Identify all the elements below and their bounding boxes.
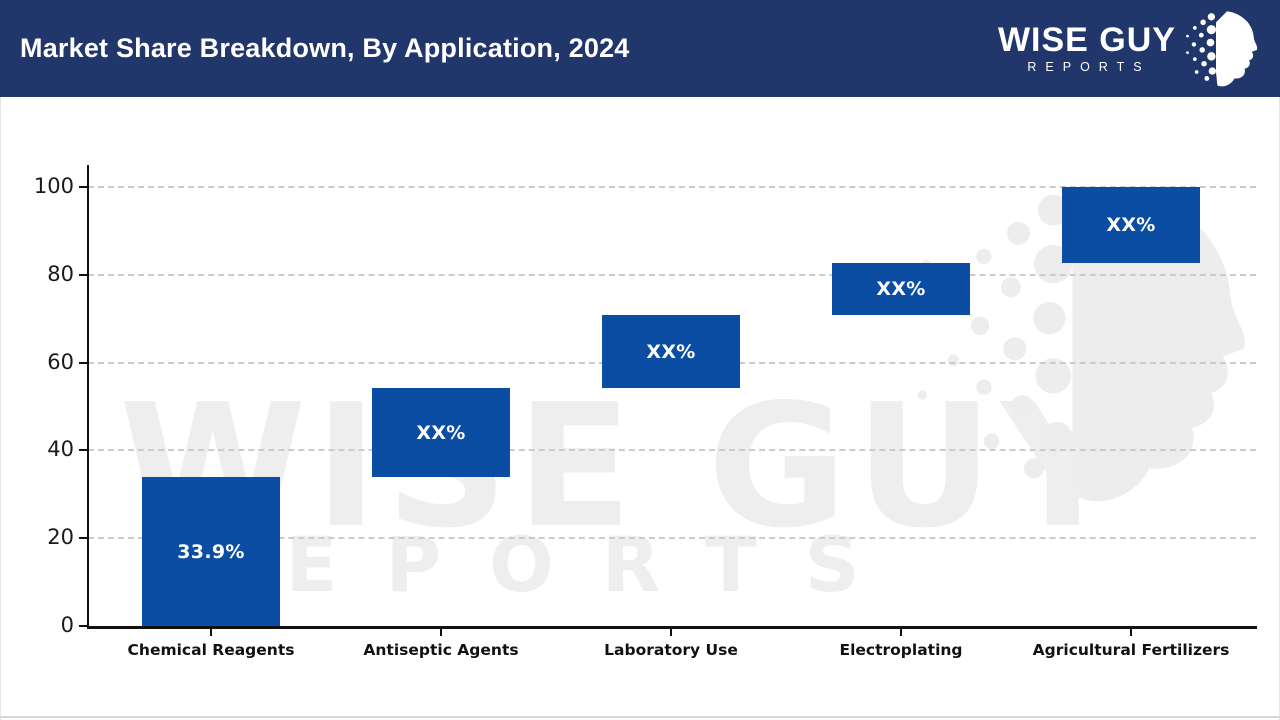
wiseguy-logo: WISE GUY REPORTS: [998, 7, 1262, 91]
x-category-label: Electroplating: [839, 641, 963, 659]
y-tick-label-80: 80: [47, 261, 74, 286]
bar-agricultural-fertilizers: XX%: [1062, 187, 1200, 263]
y-tick-80: [79, 273, 87, 276]
bar-value-label: XX%: [876, 278, 926, 301]
x-tick-chemical-reagents: [210, 629, 212, 636]
watermark-wordmark: WISE GUY: [119, 368, 1133, 566]
y-tick-20: [79, 537, 87, 540]
bottom-divider: [0, 716, 1280, 718]
x-tick-laboratory-use: [670, 629, 672, 636]
gridline-20: [88, 537, 1256, 540]
x-tick-antiseptic-agents: [440, 629, 442, 636]
y-tick-label-0: 0: [60, 613, 74, 637]
page-title: Market Share Breakdown, By Application, …: [20, 33, 630, 63]
y-tick-label-100: 100: [33, 174, 74, 198]
y-tick-label-20: 20: [47, 525, 74, 550]
bar-value-label: XX%: [646, 340, 696, 363]
watermark-face-icon: [917, 187, 1245, 502]
y-tick-label-60: 60: [47, 349, 74, 374]
x-category-label: Agricultural Fertilizers: [1032, 641, 1230, 659]
x-category-label: Chemical Reagents: [127, 641, 295, 659]
y-axis-line: [87, 165, 89, 629]
bar-value-label: 33.9%: [177, 540, 245, 563]
gridline-40: [88, 449, 1256, 452]
bar-laboratory-use: XX%: [602, 315, 740, 389]
logo-wordmark-line2: REPORTS: [1027, 60, 1151, 74]
bar-value-label: XX%: [1106, 213, 1156, 236]
y-tick-100: [79, 186, 87, 188]
bar-electroplating: XX%: [832, 262, 970, 316]
y-tick-0: [79, 625, 87, 627]
x-category-label: Antiseptic Agents: [363, 641, 519, 659]
y-tick-60: [79, 361, 87, 364]
x-tick-agricultural-fertilizers: [1130, 629, 1132, 636]
logo-face-icon: [1186, 10, 1258, 86]
gridline-100: [88, 186, 1256, 188]
x-axis-line: [87, 626, 1257, 629]
bar-antiseptic-agents: XX%: [372, 388, 510, 478]
logo-wordmark-line1: WISE GUY: [997, 21, 1176, 59]
header-bar: Market Share Breakdown, By Application, …: [0, 0, 1280, 97]
y-tick-40: [79, 449, 87, 452]
y-tick-label-40: 40: [47, 437, 74, 462]
x-category-label: Laboratory Use: [604, 641, 738, 659]
bar-value-label: XX%: [416, 421, 466, 444]
logo-wordmark: WISE GUY REPORTS: [998, 23, 1176, 74]
gridline-80: [88, 273, 1256, 276]
bar-chemical-reagents: 33.9%: [142, 477, 280, 626]
x-tick-electroplating: [900, 629, 902, 636]
